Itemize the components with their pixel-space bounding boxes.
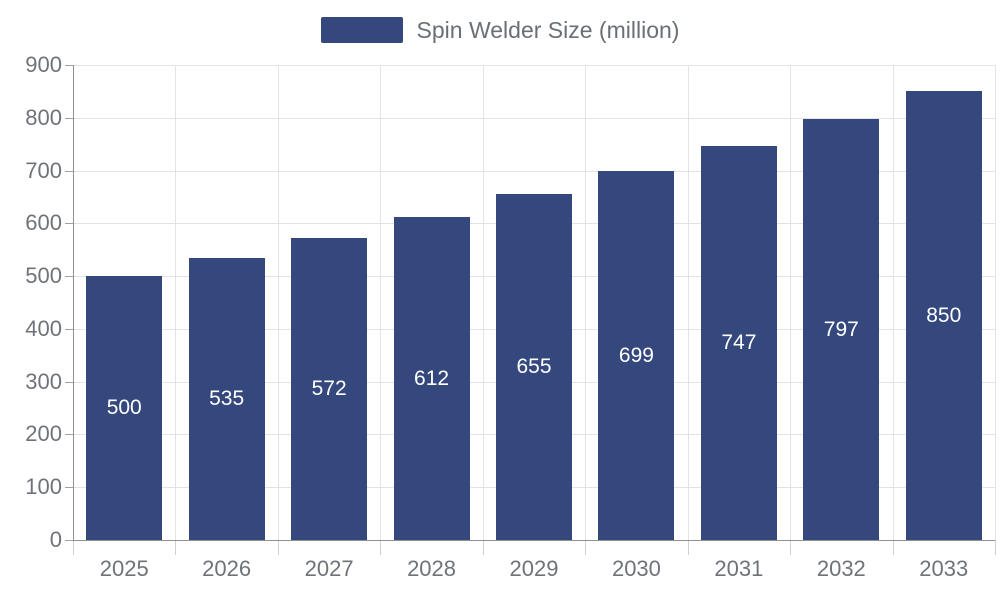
x-tick-label-2030: 2030 [611, 556, 661, 581]
y-tick-label-300: 300 [25, 368, 62, 394]
y-tick-label-400: 400 [25, 315, 62, 341]
gridline-h-700 [73, 170, 995, 172]
x-tick-label-2028: 2028 [407, 556, 457, 581]
y-tick-label-800: 800 [25, 104, 62, 130]
y-tick-label-200: 200 [25, 421, 62, 447]
bar-2032[interactable]: 797 [803, 119, 880, 540]
x-axis-line [72, 540, 995, 541]
y-axis-tick [65, 328, 73, 330]
y-tick-label-700: 700 [25, 157, 62, 183]
bar-2031[interactable]: 747 [700, 145, 777, 540]
bar-value-label: 612 [414, 366, 450, 390]
bar-value-label: 747 [721, 330, 757, 354]
bar-value-label: 655 [516, 355, 552, 379]
x-axis-tick [892, 540, 894, 555]
plot-area: 500 535 572 612 655 699 747 797 850 [65, 65, 996, 555]
gridline-v-2 [277, 65, 279, 540]
x-tick-label-2031: 2031 [714, 556, 764, 581]
y-axis-tick [65, 487, 73, 489]
y-axis-tick [65, 170, 73, 172]
x-axis-tick [73, 540, 74, 555]
x-axis: 2025 2026 2027 2028 2029 2030 2031 2032 2033 [73, 556, 995, 586]
x-axis-tick [687, 540, 689, 555]
y-axis-tick [65, 381, 73, 383]
bar-2026[interactable]: 535 [188, 257, 265, 540]
gridline-v-1 [175, 65, 177, 540]
x-tick-label-2029: 2029 [509, 556, 559, 581]
gridline-h-900 [73, 65, 995, 66]
x-tick-label-2026: 2026 [202, 556, 252, 581]
bar-2028[interactable]: 612 [393, 217, 470, 540]
gridline-v-4 [482, 65, 484, 540]
y-axis-tick [65, 434, 73, 436]
bar-2027[interactable]: 572 [291, 238, 368, 540]
legend-swatch-icon [320, 17, 403, 43]
bar-2025[interactable]: 500 [86, 276, 163, 540]
gridline-v-9 [995, 65, 996, 540]
bar-2033[interactable]: 850 [905, 91, 982, 540]
x-axis-tick [277, 540, 279, 555]
x-tick-label-2025: 2025 [99, 556, 149, 581]
x-axis-tick [995, 540, 996, 555]
gridline-v-8 [892, 65, 894, 540]
y-axis-tick [65, 65, 73, 66]
x-axis-tick [175, 540, 177, 555]
gridline-v-5 [585, 65, 587, 540]
bar-value-label: 797 [823, 317, 859, 341]
x-tick-label-2027: 2027 [304, 556, 354, 581]
gridline-v-3 [380, 65, 382, 540]
y-axis-line [73, 65, 74, 540]
gridline-h-800 [73, 117, 995, 119]
bar-value-label: 850 [926, 303, 962, 327]
bar-2030[interactable]: 699 [598, 171, 675, 540]
y-axis: 0 100 200 300 400 500 600 700 800 900 [0, 52, 62, 552]
legend[interactable]: Spin Welder Size (million) [0, 17, 1000, 43]
y-tick-label-0: 0 [49, 527, 62, 552]
x-tick-label-2033: 2033 [919, 556, 969, 581]
bar-value-label: 535 [209, 386, 245, 410]
y-tick-label-100: 100 [25, 474, 62, 500]
y-axis-tick [65, 540, 73, 541]
x-axis-tick [790, 540, 792, 555]
y-tick-label-600: 600 [25, 210, 62, 236]
gridline-v-6 [687, 65, 689, 540]
y-axis-tick [65, 276, 73, 278]
bar-value-label: 699 [618, 343, 654, 367]
bar-value-label: 500 [106, 396, 142, 420]
y-axis-tick [65, 223, 73, 225]
x-axis-tick [585, 540, 587, 555]
bar-2029[interactable]: 655 [496, 194, 572, 540]
x-axis-tick [380, 540, 382, 555]
gridline-v-7 [790, 65, 792, 540]
y-axis-tick [65, 117, 73, 119]
bar-value-label: 572 [311, 377, 347, 401]
x-tick-label-2032: 2032 [816, 556, 866, 581]
x-axis-tick [482, 540, 484, 555]
y-tick-label-900: 900 [25, 52, 62, 77]
legend-label: Spin Welder Size (million) [416, 17, 680, 43]
y-tick-label-500: 500 [25, 263, 62, 289]
